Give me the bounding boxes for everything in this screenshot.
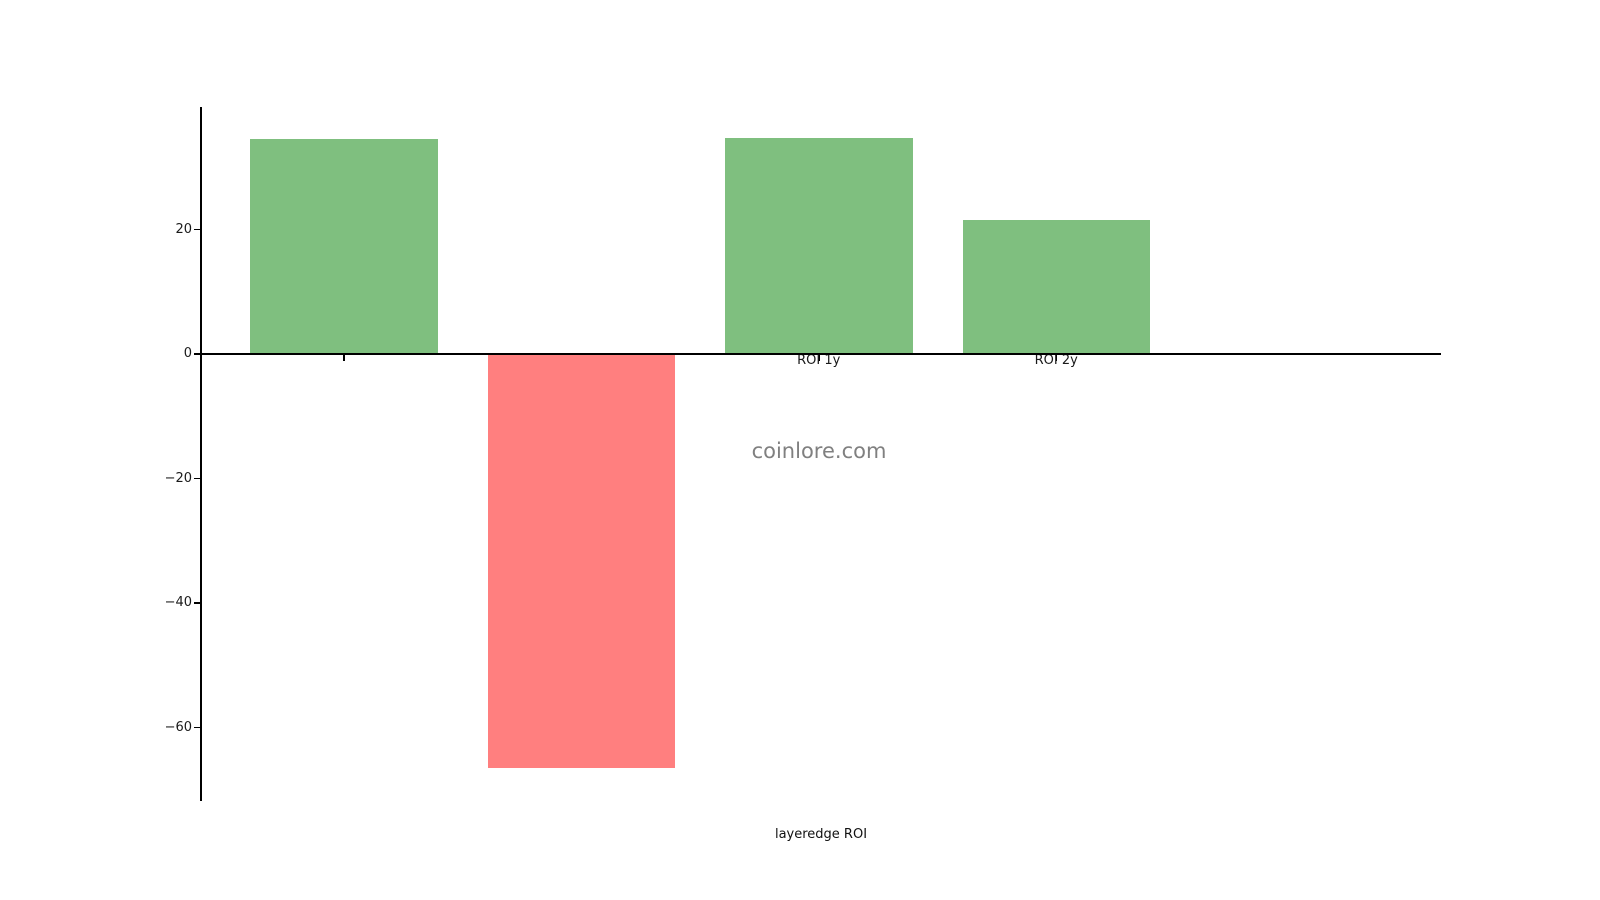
x-tick-label: ROI 2y	[1034, 353, 1078, 368]
y-tick-mark	[194, 602, 200, 604]
y-tick-label: 20	[175, 221, 192, 237]
x-tick-label: ROI 1y	[797, 353, 841, 368]
x-tick-mark	[343, 354, 345, 361]
y-axis-spine	[200, 107, 202, 801]
bar-positive	[725, 137, 913, 354]
y-tick-label: −60	[164, 719, 192, 735]
y-tick-label: −20	[164, 470, 192, 486]
x-tick-mark	[818, 354, 820, 361]
y-tick-mark	[194, 726, 200, 729]
y-tick-mark	[194, 353, 200, 355]
y-tick-mark	[194, 477, 200, 480]
y-tick-label: 0	[183, 346, 192, 361]
bar-positive	[962, 220, 1150, 354]
watermark-text: coinlore.com	[751, 439, 887, 463]
bar-positive	[250, 139, 438, 354]
chart-caption: layeredge ROI	[774, 827, 868, 842]
y-tick-mark	[194, 228, 200, 231]
x-tick-mark	[1055, 354, 1057, 361]
x-axis-zero-line	[200, 353, 1441, 355]
bar-negative	[487, 354, 675, 768]
y-tick-label: −40	[164, 595, 192, 610]
